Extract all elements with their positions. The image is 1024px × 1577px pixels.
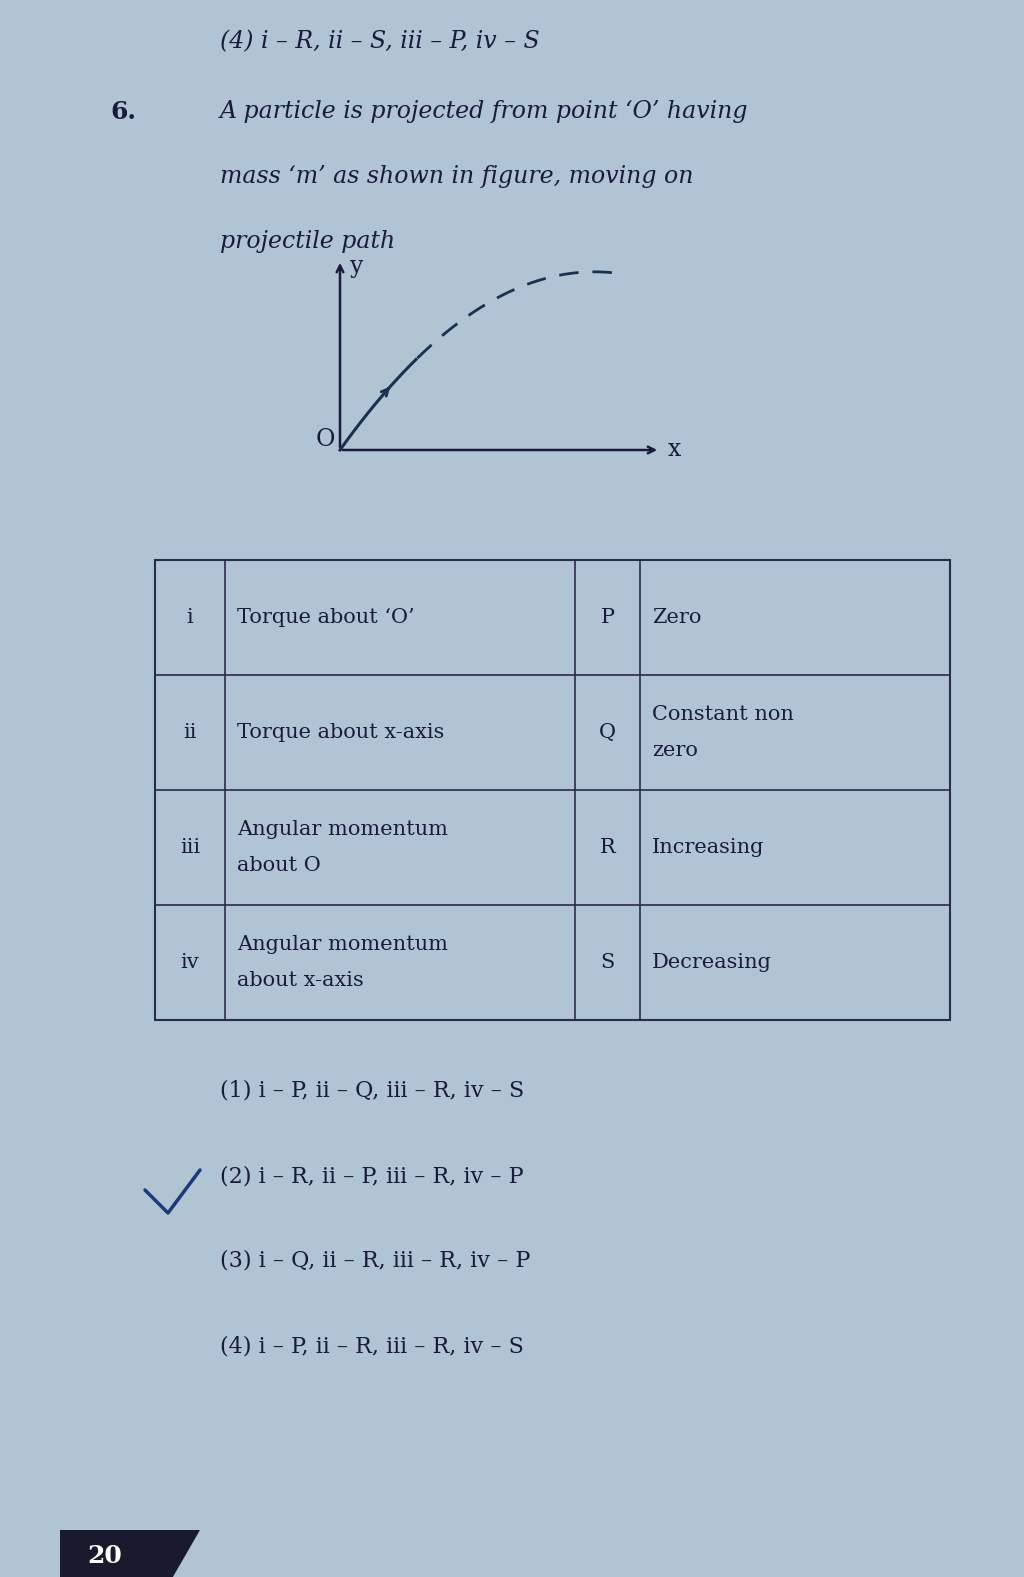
Text: iv: iv <box>180 953 200 971</box>
Text: about x-axis: about x-axis <box>237 971 364 990</box>
Text: (3) i – Q, ii – R, iii – R, iv – P: (3) i – Q, ii – R, iii – R, iv – P <box>220 1251 530 1273</box>
Polygon shape <box>60 1530 200 1577</box>
Text: S: S <box>600 953 614 971</box>
Text: projectile path: projectile path <box>220 230 395 252</box>
Text: A particle is projected from point ‘O’ having: A particle is projected from point ‘O’ h… <box>220 99 749 123</box>
Text: Constant non: Constant non <box>652 705 794 724</box>
Text: (1) i – P, ii – Q, iii – R, iv – S: (1) i – P, ii – Q, iii – R, iv – S <box>220 1080 524 1102</box>
Text: Torque about ‘O’: Torque about ‘O’ <box>237 609 415 628</box>
Text: R: R <box>600 837 615 856</box>
Text: mass ‘m’ as shown in figure, moving on: mass ‘m’ as shown in figure, moving on <box>220 166 693 188</box>
Bar <box>155 560 950 1020</box>
Text: Decreasing: Decreasing <box>652 953 772 971</box>
Text: x: x <box>668 438 681 462</box>
Text: Angular momentum: Angular momentum <box>237 935 449 954</box>
Text: Angular momentum: Angular momentum <box>237 820 449 839</box>
Text: 20: 20 <box>88 1544 123 1568</box>
Text: Zero: Zero <box>652 609 701 628</box>
Text: i: i <box>186 609 194 628</box>
Text: Q: Q <box>599 722 616 743</box>
Text: 6.: 6. <box>110 99 136 125</box>
Text: (4) i – R, ii – S, iii – P, iv – S: (4) i – R, ii – S, iii – P, iv – S <box>220 30 540 54</box>
Text: Increasing: Increasing <box>652 837 764 856</box>
Text: zero: zero <box>652 741 698 760</box>
Text: about O: about O <box>237 856 321 875</box>
Text: P: P <box>600 609 614 628</box>
Text: y: y <box>350 255 364 278</box>
Text: iii: iii <box>180 837 200 856</box>
Text: O: O <box>315 427 335 451</box>
Text: Torque about x-axis: Torque about x-axis <box>237 722 444 743</box>
Text: (4) i – P, ii – R, iii – R, iv – S: (4) i – P, ii – R, iii – R, iv – S <box>220 1336 524 1356</box>
Text: (2) i – R, ii – P, iii – R, iv – P: (2) i – R, ii – P, iii – R, iv – P <box>220 1165 523 1187</box>
Text: ii: ii <box>183 722 197 743</box>
